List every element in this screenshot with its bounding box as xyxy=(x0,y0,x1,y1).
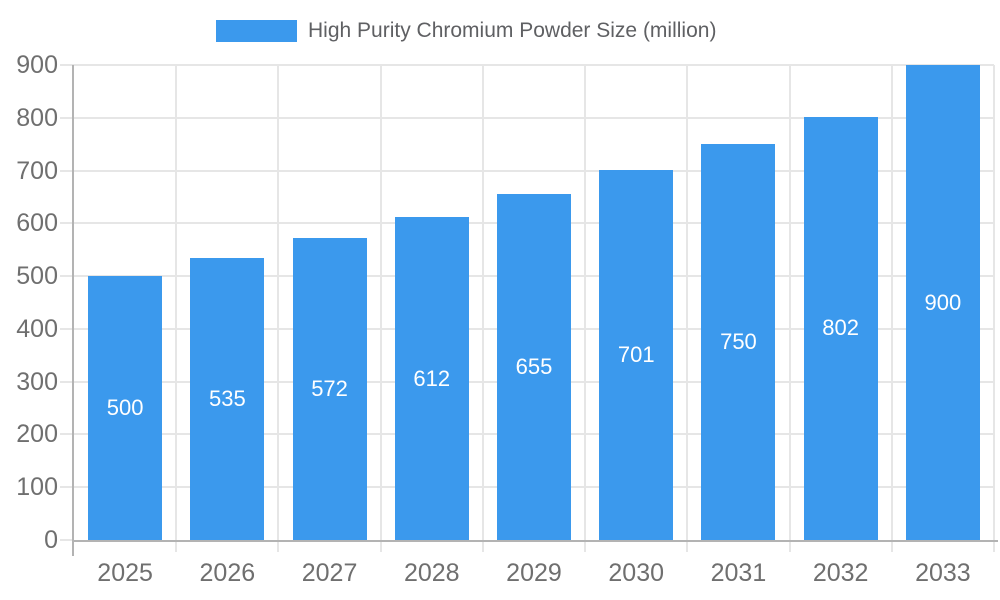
v-gridline xyxy=(890,65,893,540)
y-axis-tick xyxy=(60,380,74,383)
v-gridline xyxy=(686,65,689,540)
x-axis-label: 2030 xyxy=(608,559,665,587)
x-axis-label: 2025 xyxy=(97,559,153,587)
bar-2025[interactable]: 500 xyxy=(88,276,163,540)
y-axis-label: 400 xyxy=(16,314,58,343)
v-gridline xyxy=(175,65,178,540)
y-axis-label: 100 xyxy=(16,473,58,502)
y-axis-label: 500 xyxy=(16,262,58,291)
x-axis-label: 2028 xyxy=(403,559,460,587)
x-axis-tick xyxy=(686,540,689,552)
y-axis-label: 700 xyxy=(16,156,58,185)
x-axis-tick xyxy=(175,540,178,552)
x-axis-label: 2032 xyxy=(812,559,869,587)
bar-value-label: 655 xyxy=(515,354,553,380)
bar-2029[interactable]: 655 xyxy=(497,194,571,540)
x-axis-tick xyxy=(993,540,995,552)
v-gridline xyxy=(788,65,791,540)
legend-swatch xyxy=(216,20,297,42)
y-axis-label: 0 xyxy=(44,526,58,554)
legend: High Purity Chromium Powder Size (millio… xyxy=(216,20,716,42)
bar-value-label: 572 xyxy=(311,376,348,402)
legend-label: High Purity Chromium Powder Size (millio… xyxy=(308,19,717,42)
x-axis-tick xyxy=(277,540,280,552)
h-gridline xyxy=(74,116,994,119)
x-axis-label: 2027 xyxy=(301,559,358,587)
v-gridline xyxy=(993,65,995,540)
y-axis-tick xyxy=(60,116,74,119)
v-gridline xyxy=(584,65,587,540)
bar-value-label: 900 xyxy=(924,289,962,315)
y-axis-tick xyxy=(60,539,74,541)
y-axis-tick xyxy=(60,486,74,489)
y-axis-label: 200 xyxy=(16,420,58,449)
bar-value-label: 535 xyxy=(208,385,246,411)
y-axis-tick xyxy=(60,169,74,172)
bar-value-label: 750 xyxy=(720,329,757,355)
x-axis-tick xyxy=(481,540,484,552)
y-axis-line xyxy=(72,65,74,556)
bar-2031[interactable]: 750 xyxy=(701,144,776,540)
bar-2032[interactable]: 802 xyxy=(803,116,878,540)
x-axis-tick xyxy=(379,540,382,552)
h-gridline xyxy=(74,169,994,172)
y-axis-label: 900 xyxy=(16,51,58,79)
y-axis-tick xyxy=(60,433,74,436)
x-axis-line xyxy=(72,540,998,542)
y-axis-tick xyxy=(60,64,74,66)
legend-item[interactable]: High Purity Chromium Powder Size (millio… xyxy=(216,20,716,42)
x-axis-label: 2031 xyxy=(710,559,767,587)
x-axis-label: 2026 xyxy=(199,559,256,587)
x-axis-tick xyxy=(584,540,587,552)
bar-value-label: 701 xyxy=(617,342,655,367)
bar-2027[interactable]: 572 xyxy=(292,238,367,540)
bar-2028[interactable]: 612 xyxy=(394,217,469,540)
x-axis-label: 2033 xyxy=(915,559,971,587)
v-gridline xyxy=(481,65,484,540)
bar-2030[interactable]: 701 xyxy=(599,170,674,540)
bar-2033[interactable]: 900 xyxy=(905,65,980,540)
bar-2026[interactable]: 535 xyxy=(190,257,265,540)
h-gridline xyxy=(74,64,994,66)
v-gridline xyxy=(379,65,382,540)
y-axis-label: 800 xyxy=(16,103,58,132)
y-axis-label: 300 xyxy=(16,367,58,396)
y-axis-tick xyxy=(60,327,74,330)
bar-value-label: 802 xyxy=(822,315,860,341)
bar-value-label: 500 xyxy=(106,395,144,421)
y-axis-tick xyxy=(60,275,74,278)
bar-value-label: 612 xyxy=(413,365,451,391)
y-axis-label: 600 xyxy=(16,209,58,238)
x-axis-tick xyxy=(890,540,893,552)
y-axis-tick xyxy=(60,222,74,225)
x-axis-tick xyxy=(788,540,791,552)
x-axis-label: 2029 xyxy=(506,559,562,587)
v-gridline xyxy=(277,65,280,540)
